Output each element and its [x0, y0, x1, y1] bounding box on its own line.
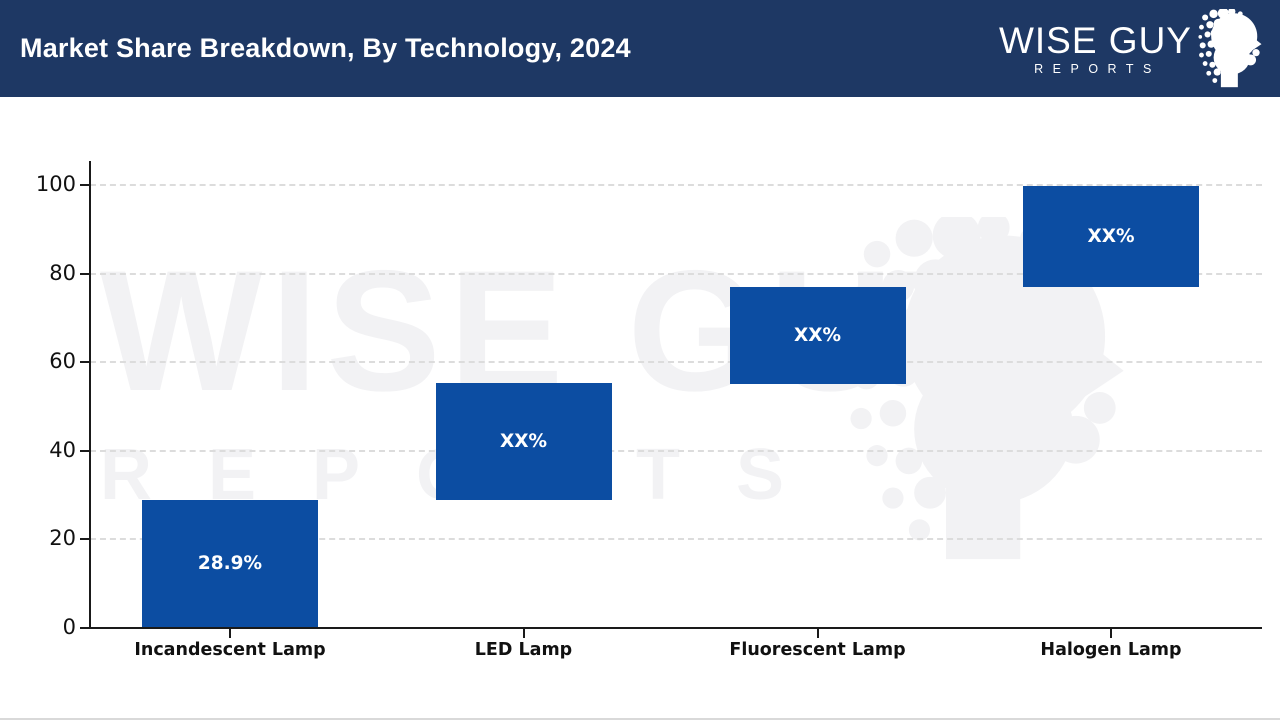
x-tick-1 [522, 629, 525, 638]
x-axis-label-3: Halogen Lamp [1040, 640, 1182, 660]
y-tick-80 [80, 272, 89, 275]
y-tick-100 [80, 184, 89, 186]
bar-value-label-0: 28.9% [197, 553, 263, 575]
x-axis-label-1: LED Lamp [474, 640, 573, 660]
logo-wordmark: WISE GUY REPORTS [999, 22, 1192, 76]
y-tick-0 [80, 627, 89, 629]
bar-fluorescent-lamp: XX% [729, 287, 906, 385]
page-title: Market Share Breakdown, By Technology, 2… [20, 33, 631, 63]
x-axis-label-0: Incandescent Lamp [134, 640, 326, 660]
bar-value-label-3: XX% [1087, 226, 1135, 248]
bar-halogen-lamp: XX% [1023, 185, 1199, 288]
y-tick-label-80: 80 [49, 260, 76, 285]
y-tick-label-20: 20 [49, 526, 76, 551]
gridline-60 [90, 361, 1262, 364]
gridline-100 [90, 184, 1262, 186]
bar-incandescent-lamp: 28.9% [142, 499, 318, 628]
y-tick-label-0: 0 [62, 615, 76, 639]
x-axis [88, 627, 1262, 629]
gridline-20 [90, 538, 1262, 541]
header: Market Share Breakdown, By Technology, 2… [0, 0, 1280, 97]
bar-led-lamp: XX% [435, 383, 612, 500]
gridline-80 [90, 272, 1262, 275]
gridline-40 [90, 449, 1262, 452]
x-axis-label-2: Fluorescent Lamp [729, 640, 906, 660]
logo-wordmark-main: WISE GUY [998, 20, 1192, 61]
bar-value-label-2: XX% [793, 325, 842, 347]
y-tick-label-100: 100 [35, 172, 76, 196]
y-tick-label-40: 40 [49, 437, 76, 462]
x-tick-3 [1110, 629, 1112, 638]
y-tick-60 [80, 361, 89, 364]
logo-wordmark-sub: REPORTS [1034, 62, 1161, 76]
chart-area: WISE GUY REPORTS [0, 97, 1280, 718]
y-tick-40 [80, 449, 89, 452]
y-axis [89, 161, 91, 629]
y-tick-20 [80, 538, 89, 541]
x-tick-0 [229, 629, 231, 638]
logo-head-icon [1198, 9, 1262, 88]
bar-value-label-1: XX% [499, 431, 548, 453]
brand-logo: WISE GUY REPORTS [999, 7, 1270, 91]
y-tick-label-60: 60 [49, 349, 76, 374]
x-tick-2 [816, 629, 819, 638]
